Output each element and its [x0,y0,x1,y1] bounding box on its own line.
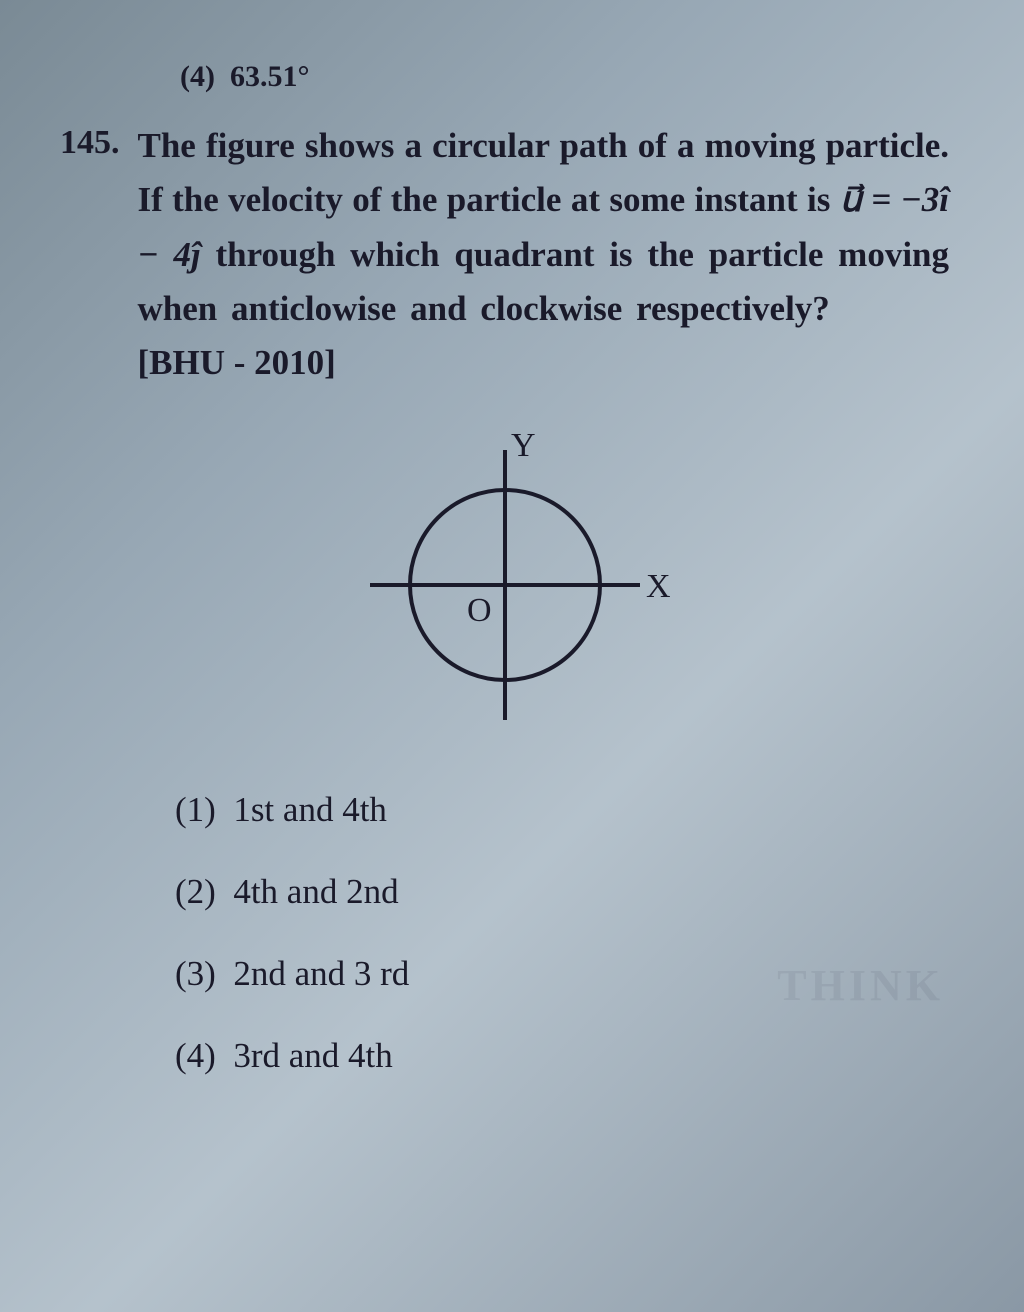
option-text: 1st and 4th [233,790,387,829]
options-list: (1) 1st and 4th (2) 4th and 2nd (3) 2nd … [175,790,949,1076]
question-text: The figure shows a circular path of a mo… [138,119,950,390]
question-text-part2: through which quadrant is the particle m… [138,235,950,328]
option-3: (3) 2nd and 3 rd [175,954,949,994]
question-number: 145. [60,119,120,167]
option-text: 4th and 2nd [233,872,398,911]
question-text-part1: The figure shows a circular path of a mo… [138,126,950,219]
option-num: (2) [175,872,216,911]
option-4: (4) 3rd and 4th [175,1036,949,1076]
svg-text:O: O [467,592,492,629]
option-1: (1) 1st and 4th [175,790,949,830]
option-text: 2nd and 3 rd [233,954,409,993]
question-block: 145. The figure shows a circular path of… [60,119,949,390]
diagram-container: Y X O [60,425,949,735]
prev-option-value: 63.51° [230,60,310,93]
option-2: (2) 4th and 2nd [175,872,949,912]
circle-quadrant-diagram: Y X O [325,425,685,735]
option-text: 3rd and 4th [233,1036,392,1075]
svg-text:X: X [646,568,671,605]
option-num: (1) [175,790,216,829]
option-num: (3) [175,954,216,993]
svg-text:Y: Y [511,427,536,464]
question-source: [BHU - 2010] [138,336,336,390]
prev-option-num: (4) [180,60,215,93]
option-num: (4) [175,1036,216,1075]
previous-answer-fragment: (4) 63.51° [180,60,949,94]
